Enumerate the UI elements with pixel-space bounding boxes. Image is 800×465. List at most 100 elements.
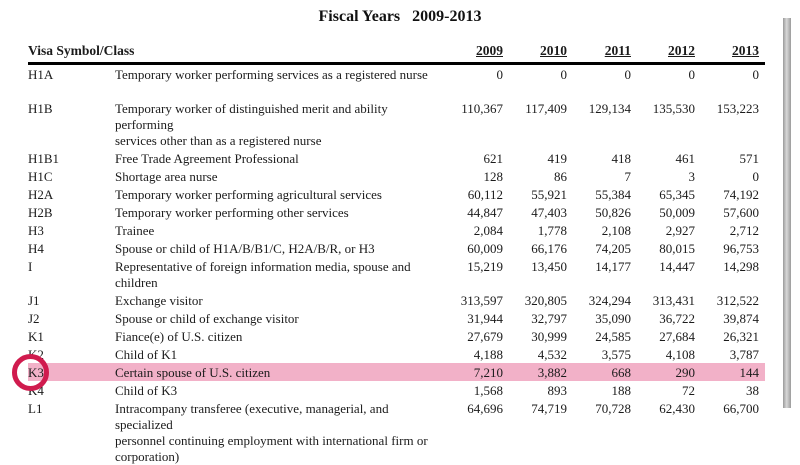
description-line: Temporary worker performing other servic… — [115, 205, 445, 221]
description-line: Intracompany transferee (executive, mana… — [115, 401, 445, 433]
visa-symbol: H1A — [28, 67, 53, 82]
header-year-2009: 2009 — [445, 43, 509, 64]
value-cell-fy2011: 0 — [573, 64, 637, 100]
visa-symbol: H4 — [28, 241, 44, 256]
description-line: personnel continuing employment with int… — [115, 433, 445, 449]
value-cell-fy2011: 35,090 — [573, 309, 637, 327]
value-cell-fy2012: 14,447 — [637, 257, 701, 291]
value-cell-fy2010: 55,921 — [509, 185, 573, 203]
value-cell-fy2010: 1,778 — [509, 221, 573, 239]
value-cell-fy2009: 64,696 — [445, 399, 509, 465]
value-cell-fy2012: 62,430 — [637, 399, 701, 465]
visa-symbol-cell: H1B — [28, 99, 115, 149]
value-cell-fy2013: 39,874 — [701, 309, 765, 327]
value-cell-fy2013: 571 — [701, 149, 765, 167]
header-year-2013: 2013 — [701, 43, 765, 64]
visa-description-cell: Intracompany transferee (executive, mana… — [115, 399, 445, 465]
value-cell-fy2011: 3,575 — [573, 345, 637, 363]
value-cell-fy2010: 3,882 — [509, 363, 573, 381]
value-cell-fy2009: 15,219 — [445, 257, 509, 291]
value-cell-fy2010: 13,450 — [509, 257, 573, 291]
value-cell-fy2010: 4,532 — [509, 345, 573, 363]
value-cell-fy2012: 36,722 — [637, 309, 701, 327]
visa-symbol: H2B — [28, 205, 53, 220]
value-cell-fy2013: 0 — [701, 64, 765, 100]
description-line: Temporary worker performing agricultural… — [115, 187, 445, 203]
value-cell-fy2012: 0 — [637, 64, 701, 100]
visa-symbol: K1 — [28, 329, 44, 344]
description-line: Spouse or child of H1A/B/B1/C, H2A/B/R, … — [115, 241, 445, 257]
window-scrollbar[interactable] — [783, 18, 791, 408]
visa-description-cell: Shortage area nurse — [115, 167, 445, 185]
visa-symbol-cell: H1A — [28, 64, 115, 100]
value-cell-fy2010: 30,999 — [509, 327, 573, 345]
table-row: H2A Temporary worker performing agricultu… — [28, 185, 765, 203]
value-cell-fy2010: 0 — [509, 64, 573, 100]
visa-description-cell: Exchange visitor — [115, 291, 445, 309]
visa-symbol: H3 — [28, 223, 44, 238]
value-cell-fy2010: 117,409 — [509, 99, 573, 149]
value-cell-fy2010: 32,797 — [509, 309, 573, 327]
value-cell-fy2010: 320,805 — [509, 291, 573, 309]
table-header: Visa Symbol/Class 2009 2010 2011 2012 20… — [28, 43, 765, 64]
description-line: Child of K3 — [115, 383, 445, 399]
value-cell-fy2011: 24,585 — [573, 327, 637, 345]
visa-symbol-cell: K2 — [28, 345, 115, 363]
visa-description-cell: Spouse or child of H1A/B/B1/C, H2A/B/R, … — [115, 239, 445, 257]
value-cell-fy2009: 2,084 — [445, 221, 509, 239]
value-cell-fy2009: 621 — [445, 149, 509, 167]
visa-symbol: H2A — [28, 187, 53, 202]
value-cell-fy2009: 60,112 — [445, 185, 509, 203]
description-line: Spouse or child of exchange visitor — [115, 311, 445, 327]
value-cell-fy2013: 312,522 — [701, 291, 765, 309]
visa-symbol-cell: H4 — [28, 239, 115, 257]
table-row: L1 Intracompany transferee (executive, ma… — [28, 399, 765, 465]
visa-symbol-cell: I — [28, 257, 115, 291]
value-cell-fy2012: 290 — [637, 363, 701, 381]
value-cell-fy2011: 324,294 — [573, 291, 637, 309]
visa-description-cell: Child of K3 — [115, 381, 445, 399]
description-line: Shortage area nurse — [115, 169, 445, 185]
visa-symbol-cell: H1B1 — [28, 149, 115, 167]
value-cell-fy2010: 419 — [509, 149, 573, 167]
value-cell-fy2011: 418 — [573, 149, 637, 167]
value-cell-fy2011: 55,384 — [573, 185, 637, 203]
value-cell-fy2009: 313,597 — [445, 291, 509, 309]
visa-description-cell: Temporary worker performing agricultural… — [115, 185, 445, 203]
description-line: children — [115, 275, 445, 291]
year-label: 2010 — [540, 43, 567, 58]
visa-symbol: I — [28, 259, 32, 274]
table-row: H2B Temporary worker performing other ser… — [28, 203, 765, 221]
visa-symbol-cell: H1C — [28, 167, 115, 185]
value-cell-fy2012: 50,009 — [637, 203, 701, 221]
visa-description-cell: Temporary worker of distinguished merit … — [115, 99, 445, 149]
year-label: 2013 — [732, 43, 759, 58]
visa-description-cell: Free Trade Agreement Professional — [115, 149, 445, 167]
value-cell-fy2009: 0 — [445, 64, 509, 100]
visa-symbol-cell: K3 — [28, 363, 115, 381]
visa-symbol-cell: L1 — [28, 399, 115, 465]
value-cell-fy2009: 1,568 — [445, 381, 509, 399]
visa-symbol: L1 — [28, 401, 42, 416]
value-cell-fy2013: 38 — [701, 381, 765, 399]
visa-description-cell: Temporary worker performing other servic… — [115, 203, 445, 221]
visa-description-cell: Child of K1 — [115, 345, 445, 363]
value-cell-fy2010: 66,176 — [509, 239, 573, 257]
value-cell-fy2009: 128 — [445, 167, 509, 185]
description-line: Fiance(e) of U.S. citizen — [115, 329, 445, 345]
value-cell-fy2012: 313,431 — [637, 291, 701, 309]
visa-symbol-cell: K4 — [28, 381, 115, 399]
value-cell-fy2009: 44,847 — [445, 203, 509, 221]
visa-symbol-cell: H2B — [28, 203, 115, 221]
value-cell-fy2011: 7 — [573, 167, 637, 185]
value-cell-fy2009: 110,367 — [445, 99, 509, 149]
visa-symbol: H1C — [28, 169, 53, 184]
value-cell-fy2013: 74,192 — [701, 185, 765, 203]
value-cell-fy2011: 2,108 — [573, 221, 637, 239]
